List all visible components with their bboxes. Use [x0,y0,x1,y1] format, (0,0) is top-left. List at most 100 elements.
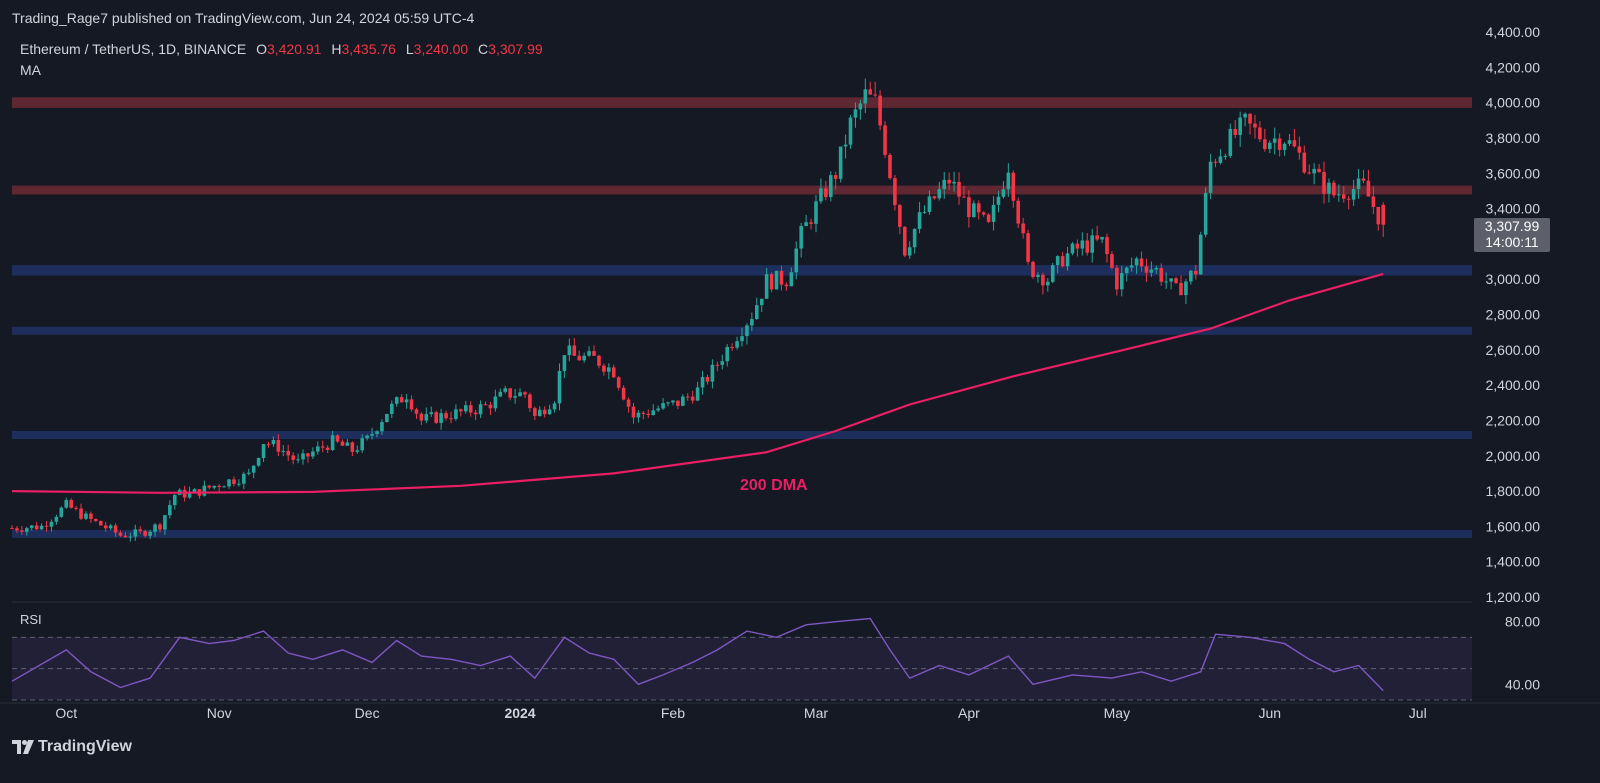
candle-body [1341,194,1346,199]
candle-body [1243,113,1247,118]
candle-body [942,179,947,190]
candle-body [1253,123,1257,128]
candle-body [330,435,335,450]
candle-body [927,196,932,213]
candle-body [607,367,611,372]
candle-body [661,403,665,409]
candle-body [1065,253,1070,267]
candle-body [681,396,685,406]
candle-body [335,435,340,442]
candle-body [1292,140,1297,147]
candle-body [912,228,917,248]
candle-body [1119,273,1124,290]
candle-body [759,298,764,306]
candle-body [10,528,14,530]
candle-body [89,513,93,519]
candle-body [898,205,902,227]
candle-body [394,397,399,404]
support-zone-4 [12,431,1472,440]
candle-body [483,404,488,406]
candle-body [745,325,749,337]
candle-body [779,270,784,285]
price-tick-label: 4,200.00 [1486,59,1541,75]
candle-body [799,226,803,249]
candle-body [769,274,774,290]
candle-body [666,402,670,404]
candle-body [1139,258,1144,267]
candle-body [1208,161,1213,193]
candle-body [922,212,927,214]
candle-body [419,413,424,421]
candle-body [838,146,843,179]
candle-body [676,400,680,406]
candle-body [291,455,295,460]
candle-body [138,529,143,532]
open-label: O [256,41,267,57]
candle-body [69,500,73,508]
candle-body [848,117,853,145]
candle-body [256,458,261,466]
candle-body [1302,152,1307,173]
zones-layer [12,97,1472,538]
candle-body [651,410,656,416]
candle-body [602,365,606,372]
candle-body [113,525,118,533]
candle-body [429,412,434,415]
candle-body [237,483,241,485]
ma-indicator-label[interactable]: MA [20,62,41,78]
bar-countdown: 14:00:11 [1485,234,1539,250]
candle-body [902,226,907,256]
candle-body [1006,172,1011,190]
candle-body [389,403,394,414]
candle-body [39,525,44,530]
candle-body [1184,281,1188,296]
candle-body [301,453,305,460]
candle-body [1228,128,1233,157]
candle-body [794,248,799,273]
low-label: L [405,41,414,57]
candle-body [1041,274,1045,286]
candle-body [79,508,83,519]
candle-body [1371,196,1376,207]
candle-body [449,418,453,420]
candle-body [1095,235,1099,240]
candle-body [671,400,675,403]
candle-body [271,439,276,445]
symbol-legend: Ethereum / TetherUS, 1D, BINANCE O3,420.… [20,41,543,57]
price-tick-label: 2,400.00 [1486,377,1541,393]
candle-body [64,500,69,508]
candle-body [858,103,863,110]
price-tick-label: 3,600.00 [1486,165,1541,181]
candle-body [192,489,197,492]
candle-body [1016,200,1021,224]
rsi-pane: 80.00 40.00 [11,601,1540,701]
candle-body [754,305,759,319]
candle-body [1149,269,1154,273]
candle-body [54,516,59,522]
footer-brand[interactable]: TradingView [12,738,132,756]
rsi-label[interactable]: RSI [20,612,42,627]
candle-body [454,409,458,419]
price-tick-label: 1,400.00 [1486,554,1541,570]
candle-body [1238,117,1242,135]
candle-body [118,532,123,536]
candle-body [29,525,34,529]
candle-body [24,528,29,532]
candle-body [320,446,325,448]
candle-body [976,203,981,213]
candle-body [611,367,616,378]
candle-body [1050,265,1055,282]
candle-body [44,525,49,527]
candle-body [468,405,473,413]
candle-body [212,485,217,488]
candle-body [1233,128,1238,135]
candle-body [246,472,251,474]
candle-body [242,473,246,484]
candle-body [705,377,710,382]
candle-body [1263,139,1267,150]
candle-body [690,396,695,401]
price-tick-label: 2,200.00 [1486,412,1541,428]
candle-body [626,399,631,407]
candle-body [804,222,808,227]
